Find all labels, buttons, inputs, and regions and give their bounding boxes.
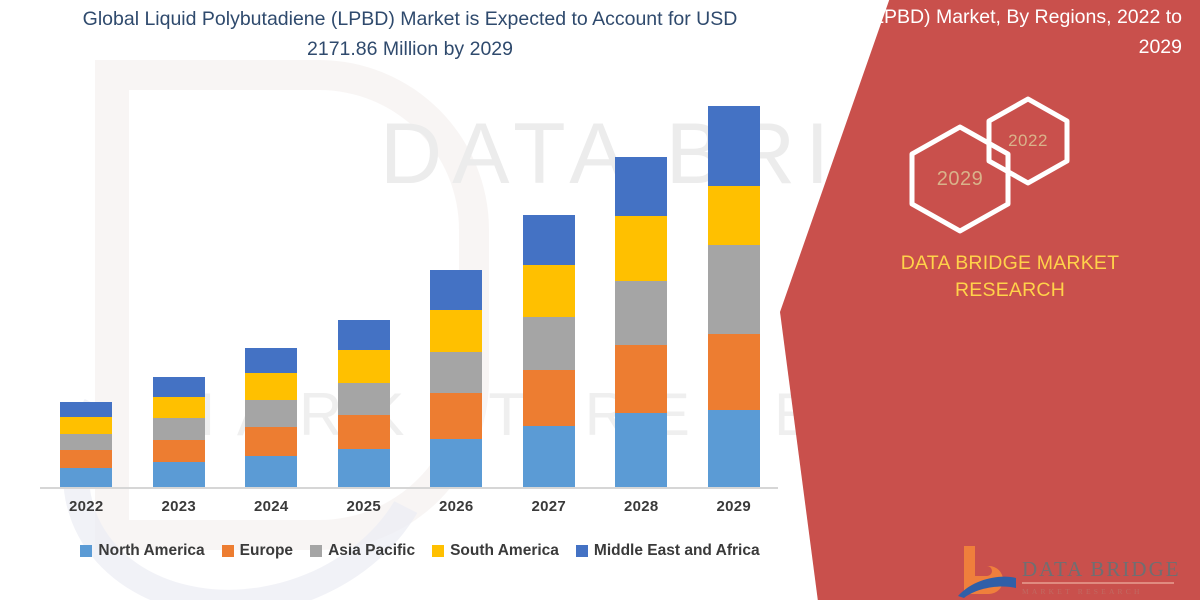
bar-segment[interactable]: [522, 369, 575, 426]
bar-segment[interactable]: [522, 425, 575, 487]
bar-segment[interactable]: [60, 434, 113, 451]
bar-group-2028: [595, 100, 688, 487]
legend-item[interactable]: North America: [80, 542, 205, 560]
bar-segment[interactable]: [152, 377, 205, 397]
stacked-bar[interactable]: [707, 106, 760, 487]
chart-title: Global Liquid Polybutadiene (LPBD) Marke…: [82, 8, 738, 60]
x-axis-tick-label: 2024: [253, 498, 289, 515]
bar-segment[interactable]: [615, 156, 668, 217]
stacked-bar[interactable]: [152, 377, 205, 487]
logo-tagline: MARKET RESEARCH: [1022, 587, 1143, 596]
stacked-bar[interactable]: [337, 320, 390, 487]
bar-group-2025: [318, 100, 411, 487]
x-axis-tick-label: 2029: [716, 498, 752, 515]
bar-segment[interactable]: [245, 399, 298, 427]
bar-segment[interactable]: [615, 216, 668, 281]
bar-segment[interactable]: [337, 350, 390, 383]
legend-item[interactable]: South America: [432, 542, 559, 560]
bar-segment[interactable]: [245, 348, 298, 374]
hexagon-2022-label: 2022: [1008, 131, 1048, 150]
chart-legend: North America Europe Asia Pacific South Ame…: [40, 538, 800, 564]
bar-segment[interactable]: [60, 402, 113, 418]
x-axis-labels: 2022 2023 2024 2025 2026 2027 2028 2029: [40, 498, 780, 515]
bar-segment[interactable]: [152, 396, 205, 419]
bar-group-2023: [133, 100, 226, 487]
bar-group-2024: [225, 100, 318, 487]
legend-item[interactable]: Asia Pacific: [310, 542, 415, 560]
legend-label: Europe: [239, 542, 294, 559]
bar-segment[interactable]: [245, 455, 298, 487]
company-logo: DATA BRIDGE MARKET RESEARCH: [958, 542, 1188, 598]
bridge-logo-icon: [958, 544, 1016, 598]
bar-group-2022: [40, 100, 133, 487]
brand-name: DATA BRIDGE MARKET RESEARCH: [860, 250, 1160, 304]
legend-label: North America: [98, 542, 205, 559]
legend-item[interactable]: Europe: [221, 542, 294, 560]
bar-segment[interactable]: [430, 438, 483, 487]
bar-segment[interactable]: [430, 269, 483, 310]
bar-segment[interactable]: [707, 245, 760, 335]
bar-segment[interactable]: [60, 467, 113, 487]
bar-segment[interactable]: [430, 309, 483, 352]
x-axis-tick-label: 2026: [438, 498, 474, 515]
bar-segment[interactable]: [152, 462, 205, 487]
bar-segment[interactable]: [337, 449, 390, 487]
bar-segment[interactable]: [337, 414, 390, 450]
bar-segment[interactable]: [60, 450, 113, 468]
stacked-bar[interactable]: [245, 348, 298, 487]
bar-segment[interactable]: [522, 215, 575, 265]
bar-group-2026: [410, 100, 503, 487]
brand-line-1: DATA BRIDGE MARKET: [900, 252, 1120, 274]
bar-segment[interactable]: [707, 334, 760, 410]
bar-segment[interactable]: [615, 345, 668, 413]
hexagon-2029: 2029: [905, 123, 1015, 235]
x-axis-tick-label: 2023: [161, 498, 197, 515]
logo-name: DATA BRIDGE: [1022, 557, 1181, 581]
hexagon-2029-label: 2029: [936, 167, 984, 190]
bar-segment[interactable]: [245, 426, 298, 456]
legend-swatch-icon: [575, 545, 588, 557]
bar-segment[interactable]: [615, 412, 668, 487]
bar-segment[interactable]: [522, 317, 575, 370]
x-axis-tick-label: 2022: [68, 498, 104, 515]
legend-label: South America: [450, 542, 559, 559]
legend-swatch-icon: [80, 545, 93, 557]
brand-line-2: RESEARCH: [955, 279, 1065, 301]
x-axis-tick-label: 2027: [531, 498, 567, 515]
bar-segment[interactable]: [615, 280, 668, 346]
x-axis-tick-label: 2025: [346, 498, 382, 515]
bar-segment[interactable]: [430, 393, 483, 439]
bar-segment[interactable]: [245, 373, 298, 400]
bar-segment[interactable]: [152, 418, 205, 440]
legend-swatch-icon: [310, 545, 323, 557]
stacked-bar[interactable]: [522, 215, 575, 487]
bar-group-2027: [503, 100, 596, 487]
bar-group-2029: [688, 100, 781, 487]
stacked-bar[interactable]: [60, 402, 113, 487]
bar-segment[interactable]: [152, 439, 205, 463]
hexagon-2022: 2022: [983, 95, 1073, 187]
hexagon-group: 2029 2022: [905, 95, 1105, 235]
bar-segment[interactable]: [337, 382, 390, 415]
bar-segment[interactable]: [707, 186, 760, 246]
logo-divider: [1022, 582, 1174, 584]
legend-item[interactable]: Middle East and Africa: [575, 542, 760, 560]
legend-swatch-icon: [432, 545, 445, 557]
x-axis-tick-label: 2028: [623, 498, 659, 515]
bar-segment[interactable]: [60, 417, 113, 435]
legend-label: Middle East and Africa: [593, 542, 760, 559]
stacked-bar[interactable]: [430, 269, 483, 487]
legend-swatch-icon: [221, 545, 234, 557]
bar-segment[interactable]: [522, 264, 575, 318]
stacked-bar[interactable]: [615, 156, 668, 487]
x-axis-line: [40, 487, 778, 489]
bar-segment[interactable]: [707, 409, 760, 487]
bar-chart-plot-area: [40, 100, 780, 487]
bar-segment[interactable]: [707, 106, 760, 187]
legend-label: Asia Pacific: [328, 542, 416, 559]
bar-segment[interactable]: [430, 351, 483, 394]
right-panel-title: (LPBD) Market, By Regions, 2022 to 2029: [866, 6, 1182, 58]
bar-segment[interactable]: [337, 320, 390, 351]
